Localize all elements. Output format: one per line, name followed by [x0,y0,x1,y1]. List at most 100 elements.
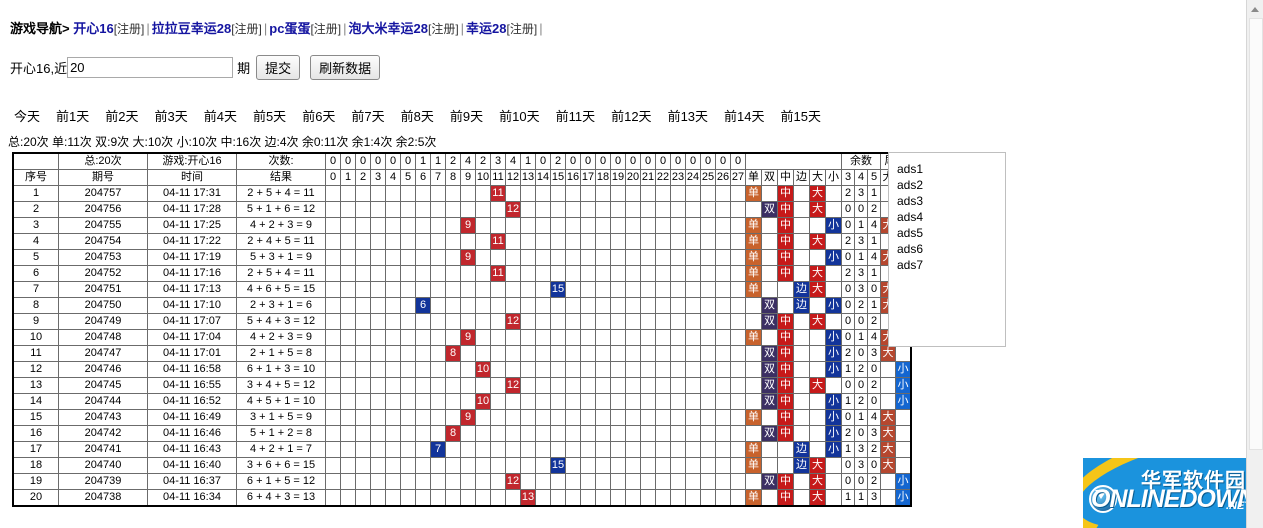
cell-number-3 [370,313,386,330]
day-nav-link-6[interactable]: 前6天 [302,109,336,124]
table-row: 18 204740 04-11 16:40 3 + 6 + 6 = 15 15 单边大 0 3… [12,457,912,474]
nav-game-link-3[interactable]: pc蛋蛋 [269,21,311,36]
cell-even [761,265,778,282]
day-nav-link-4[interactable]: 前4天 [203,109,237,124]
day-nav-link-5[interactable]: 前5天 [252,109,287,124]
cell-remainder-0: 1 [841,361,855,378]
cell-number-10 [475,265,491,282]
cell-number-7 [430,217,446,234]
cell-number-24 [685,361,701,378]
cell-remainder-2: 3 [867,489,881,507]
day-nav-link-11[interactable]: 前11天 [555,109,596,124]
refresh-data-button[interactable]: 刷新数据 [310,55,381,80]
day-nav-link-14[interactable]: 前14天 [724,109,765,124]
cell-number-16 [565,185,581,202]
cell-number-21 [640,233,656,250]
ad-slot-1[interactable]: ads1 [897,162,924,176]
cell-number-10 [475,425,491,442]
cell-result: 4 + 6 + 5 = 15 [236,281,326,298]
cell-number-13 [520,265,536,282]
scroll-up-arrow-icon[interactable] [1247,0,1263,17]
scrollbar-thumb[interactable] [1249,18,1263,450]
table-header-row-top: 总:20次 游戏:开心16 次数: 0 0 0 0 0 0 1 1 2 4 2 3 4 1 0 2 0 0 0 0 0 0 0 0 0… [12,152,912,170]
nav-register-link-3[interactable]: [注册] [310,22,342,36]
ad-slot-2[interactable]: ads2 [897,178,924,192]
cell-number-15 [550,201,566,218]
cell-seq: 13 [12,377,59,394]
cell-number-7 [430,281,446,298]
ad-slot-4[interactable]: ads4 [897,210,924,224]
nav-game-link-5[interactable]: 幸运28 [466,21,507,36]
nav-register-link-1[interactable]: [注册] [113,22,145,36]
day-nav-link-0[interactable]: 今天 [14,109,41,124]
cell-number-16 [565,473,581,490]
day-nav-link-10[interactable]: 前10天 [499,109,540,124]
nav-separator: | [263,21,268,36]
cell-number-27 [730,297,746,314]
ad-slot-7[interactable]: ads7 [897,258,924,272]
ad-slot-6[interactable]: ads6 [897,242,924,256]
ad-slot-5[interactable]: ads5 [897,226,924,240]
day-nav-link-1[interactable]: 前1天 [56,109,90,124]
cell-number-0 [325,409,341,426]
cell-number-10 [475,377,491,394]
cell-number-24 [685,217,701,234]
cell-number-27 [730,265,746,282]
cell-number-5 [400,313,416,330]
cell-number-3 [370,265,386,282]
cell-number-20 [625,281,641,298]
day-nav-link-8[interactable]: 前8天 [400,109,434,124]
cell-result: 6 + 4 + 3 = 13 [236,489,326,507]
cell-seq: 3 [12,217,59,234]
header-count-1: 0 [340,152,356,170]
cell-number-2 [355,361,371,378]
cell-number-20 [625,441,641,458]
cell-number-10 [475,249,491,266]
cell-number-21 [640,329,656,346]
cell-number-4 [385,249,401,266]
cell-number-0 [325,217,341,234]
cell-number-21 [640,249,656,266]
nav-game-link-2[interactable]: 拉拉豆幸运28 [151,21,232,36]
cell-number-4 [385,281,401,298]
cell-number-24 [685,377,701,394]
cell-number-4 [385,393,401,410]
day-nav-link-9[interactable]: 前9天 [449,109,484,124]
header-count-2: 0 [355,152,371,170]
cell-remainder-0: 1 [841,441,855,458]
submit-button[interactable]: 提交 [256,55,301,80]
cell-number-15 [550,489,566,507]
nav-game-link-1[interactable]: 开心16 [73,21,114,36]
cell-number-14 [535,313,551,330]
day-nav-link-13[interactable]: 前13天 [667,109,709,124]
nav-game-link-4[interactable]: 泡大米幸运28 [348,21,428,36]
cell-number-22 [655,185,671,202]
day-nav-link-7[interactable]: 前7天 [351,109,385,124]
cell-number-18 [595,377,611,394]
cell-number-21 [640,425,656,442]
cell-small [825,377,842,394]
nav-register-link-4[interactable]: [注册] [427,22,459,36]
cell-number-4 [385,233,401,250]
cell-number-6 [415,441,431,458]
day-nav-link-15[interactable]: 前15天 [780,109,821,124]
period-count-input[interactable] [67,57,234,78]
header-attr-span [745,152,842,170]
header-count-13: 1 [520,152,536,170]
cell-number-15: 15 [550,457,566,474]
nav-register-link-2[interactable]: [注册] [231,22,262,36]
cell-number-5 [400,249,416,266]
cell-remainder-2: 4 [867,217,881,234]
day-nav-link-12[interactable]: 前12天 [611,109,652,124]
cell-tail-small [895,441,912,458]
day-nav-link-3[interactable]: 前3天 [154,109,188,124]
cell-remainder-2: 0 [867,457,881,474]
vertical-scrollbar[interactable] [1246,0,1263,528]
cell-small [825,313,842,330]
cell-remainder-0: 0 [841,249,855,266]
day-nav-link-2[interactable]: 前2天 [105,109,139,124]
ad-slot-3[interactable]: ads3 [897,194,924,208]
nav-register-link-5[interactable]: [注册] [506,22,538,36]
